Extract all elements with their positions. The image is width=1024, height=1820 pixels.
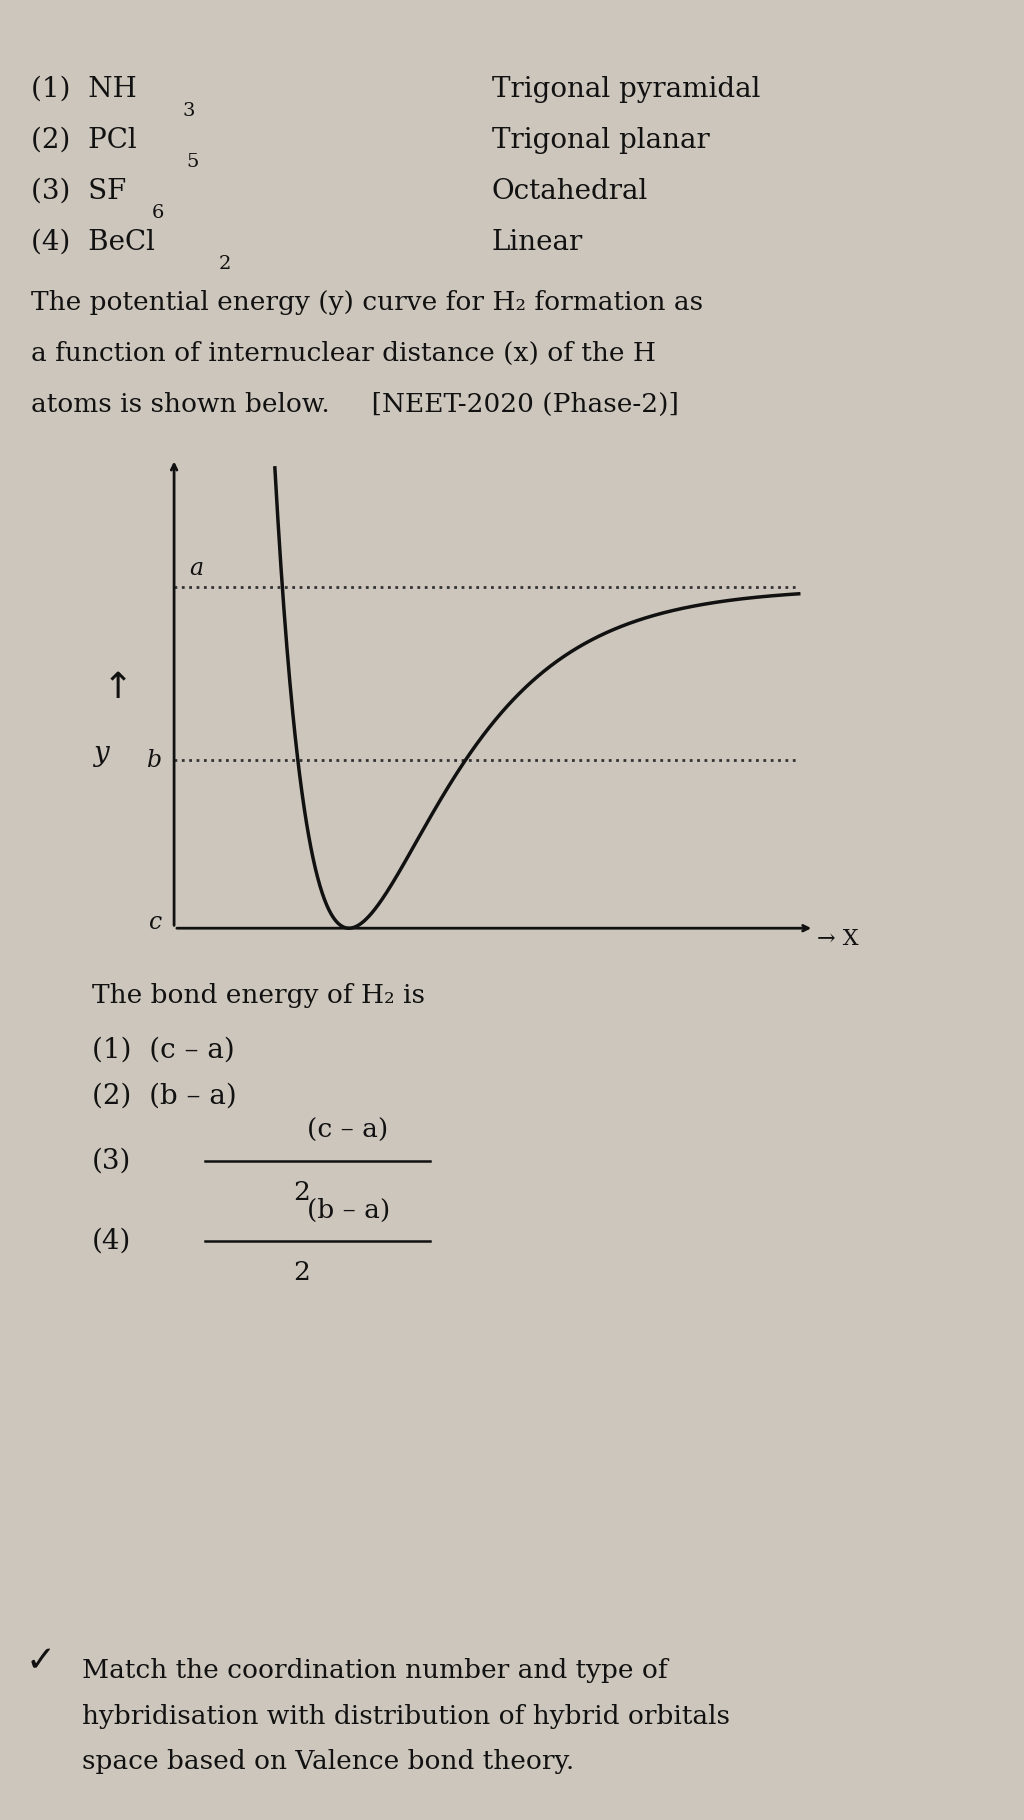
Text: Octahedral: Octahedral: [492, 178, 648, 204]
Text: (4): (4): [92, 1228, 131, 1254]
Text: Trigonal pyramidal: Trigonal pyramidal: [492, 76, 760, 102]
Text: Linear: Linear: [492, 229, 583, 255]
Text: b: b: [146, 748, 162, 772]
Text: 3: 3: [182, 102, 195, 120]
Text: 2: 2: [219, 255, 231, 273]
Text: 2: 2: [294, 1259, 310, 1285]
Text: (2)  PCl: (2) PCl: [31, 127, 136, 153]
Text: ✓: ✓: [26, 1645, 56, 1678]
Text: → X: → X: [817, 928, 859, 950]
Text: Match the coordination number and type of: Match the coordination number and type o…: [82, 1658, 668, 1684]
Text: space based on Valence bond theory.: space based on Valence bond theory.: [82, 1749, 574, 1774]
Text: (3): (3): [92, 1148, 131, 1174]
Text: (3)  SF: (3) SF: [31, 178, 126, 204]
Text: y: y: [92, 741, 109, 766]
Text: atoms is shown below.     [NEET-2020 (Phase-2)]: atoms is shown below. [NEET-2020 (Phase-…: [31, 391, 679, 417]
Text: (1)  (c – a): (1) (c – a): [92, 1037, 234, 1063]
Text: ↑: ↑: [102, 672, 133, 704]
Text: a: a: [189, 557, 204, 581]
Text: (4)  BeCl: (4) BeCl: [31, 229, 155, 255]
Text: The bond energy of H₂ is: The bond energy of H₂ is: [92, 983, 425, 1008]
Text: 6: 6: [152, 204, 164, 222]
Text: Trigonal planar: Trigonal planar: [492, 127, 710, 153]
Text: (2)  (b – a): (2) (b – a): [92, 1083, 237, 1108]
Text: c: c: [148, 912, 162, 934]
Text: 2: 2: [294, 1179, 310, 1205]
Text: (c – a): (c – a): [307, 1117, 388, 1143]
Text: (1)  NH: (1) NH: [31, 76, 136, 102]
Text: a function of internuclear distance (x) of the H: a function of internuclear distance (x) …: [31, 340, 655, 366]
Text: (b – a): (b – a): [307, 1198, 390, 1223]
Text: hybridisation with distribution of hybrid orbitals: hybridisation with distribution of hybri…: [82, 1704, 730, 1729]
Text: The potential energy (y) curve for H₂ formation as: The potential energy (y) curve for H₂ fo…: [31, 289, 702, 315]
Text: 5: 5: [186, 153, 199, 171]
